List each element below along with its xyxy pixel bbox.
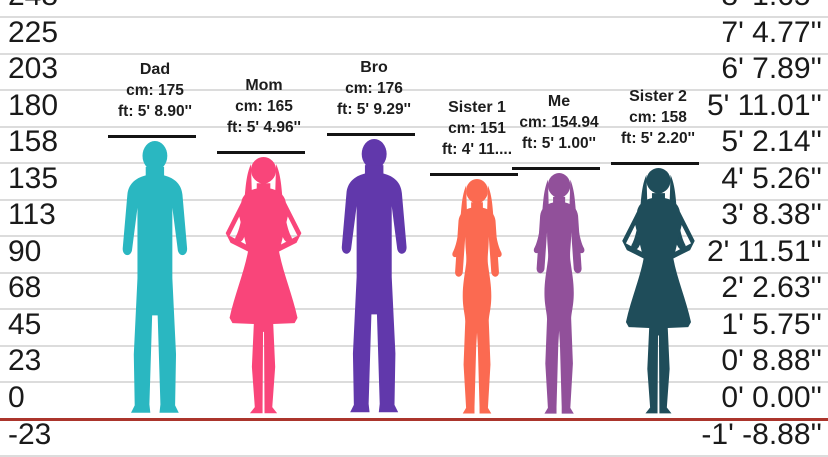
axis-label-ft: -1' -8.88'' — [701, 417, 822, 451]
person-height-ft: ft: 5' 9.29'' — [337, 100, 411, 118]
person-silhouette-icon — [122, 140, 188, 413]
person-label-block: Sister 1 cm: 151 ft: 4' 11.... — [397, 97, 557, 160]
axis-label-ft: 7' 4.77'' — [721, 15, 822, 49]
person-silhouette-icon — [621, 167, 695, 414]
axis-label-cm: 158 — [8, 125, 59, 159]
axis-label-ft: 2' 2.63'' — [721, 271, 822, 305]
axis-label-ft: 6' 7.89'' — [721, 52, 822, 86]
axis-label-cm: 45 — [8, 307, 42, 341]
person-name: Me — [547, 93, 571, 110]
person-label-block: Sister 2 cm: 158 ft: 5' 2.20'' — [578, 86, 738, 149]
person-name: Sister 1 — [448, 99, 506, 117]
axis-label-cm: 113 — [8, 198, 56, 232]
person-silhouette-icon — [341, 139, 407, 413]
gridline — [0, 198, 828, 201]
person-height-cm: cm: 176 — [345, 79, 403, 97]
gridline — [0, 125, 828, 128]
figure-bro — [328, 139, 420, 419]
person-height-cm: cm: 151 — [448, 120, 506, 138]
axis-label-cm: 23 — [8, 344, 42, 378]
axis-label-ft: 4' 5.26'' — [721, 161, 822, 195]
gridline — [0, 271, 828, 274]
gridline — [0, 381, 828, 384]
person-label-block: Me cm: 154.94 ft: 5' 1.00'' — [479, 91, 639, 154]
person-height-ft: ft: 5' 2.20'' — [621, 130, 695, 148]
axis-label-cm: 248 — [8, 0, 58, 14]
gridline — [0, 162, 828, 165]
height-marker-line — [512, 166, 600, 170]
height-marker-line — [327, 132, 415, 136]
person-height-ft: ft: 4' 11.... — [441, 141, 512, 159]
axis-label-ft: 0' 8.88'' — [721, 344, 822, 378]
gridline — [0, 308, 828, 311]
gridline — [0, 344, 828, 347]
axis-label-ft: 5' 2.14'' — [721, 125, 822, 159]
person-height-ft: ft: 5' 4.96'' — [227, 118, 301, 136]
figure-mom — [215, 156, 312, 419]
axis-label-ft: 3' 8.38'' — [721, 198, 822, 232]
person-name: Bro — [360, 58, 388, 76]
person-silhouette-icon — [533, 172, 585, 414]
axis-label-ft: 0' 0.00'' — [721, 381, 822, 414]
height-marker-line — [108, 134, 196, 138]
figure-sister-2 — [612, 167, 705, 419]
height-marker-line — [430, 173, 518, 177]
gridline — [0, 52, 828, 55]
figure-sister-1 — [435, 178, 519, 419]
person-height-ft: ft: 5' 1.00'' — [522, 135, 596, 152]
axis-label-cm: 135 — [8, 161, 59, 195]
axis-label-cm: 225 — [8, 15, 59, 49]
height-marker-line — [611, 162, 699, 166]
person-name: Mom — [245, 76, 283, 94]
axis-label-cm: 0 — [8, 381, 25, 414]
person-height-ft: ft: 5' 8.90'' — [118, 102, 192, 120]
gridline — [0, 89, 828, 92]
person-name: Dad — [139, 60, 171, 78]
axis-label-cm: 68 — [8, 271, 42, 305]
axis-label-cm: 203 — [8, 52, 59, 86]
gridline — [0, 235, 828, 238]
person-height-cm: cm: 175 — [126, 81, 184, 99]
person-label-block: Bro cm: 176 ft: 5' 9.29'' — [294, 57, 454, 120]
gridline — [0, 16, 828, 19]
person-name: Sister 2 — [629, 88, 687, 106]
person-height-cm: cm: 165 — [235, 97, 293, 115]
figure-dad — [109, 140, 201, 419]
axis-label-ft: 1' 5.75'' — [721, 307, 822, 341]
person-label-block: Mom cm: 165 ft: 5' 4.96'' — [184, 75, 344, 138]
figure-me — [516, 172, 602, 419]
axis-label-ft: 2' 11.51'' — [706, 234, 822, 268]
person-silhouette-icon — [452, 178, 502, 414]
height-marker-line — [217, 150, 305, 154]
person-silhouette-icon — [226, 156, 302, 413]
person-label-block: Dad cm: 175 ft: 5' 8.90'' — [75, 59, 235, 122]
gridline — [0, 454, 828, 457]
zero-baseline — [0, 417, 828, 421]
axis-label-ft: 8' 1.65'' — [721, 0, 822, 14]
axis-label-ft: 5' 11.01'' — [706, 88, 822, 122]
axis-label-cm: -23 — [8, 417, 52, 451]
person-height-cm: cm: 158 — [629, 109, 687, 127]
axis-label-cm: 90 — [8, 234, 42, 268]
person-height-cm: cm: 154.94 — [519, 114, 599, 131]
axis-label-cm: 180 — [8, 88, 59, 122]
